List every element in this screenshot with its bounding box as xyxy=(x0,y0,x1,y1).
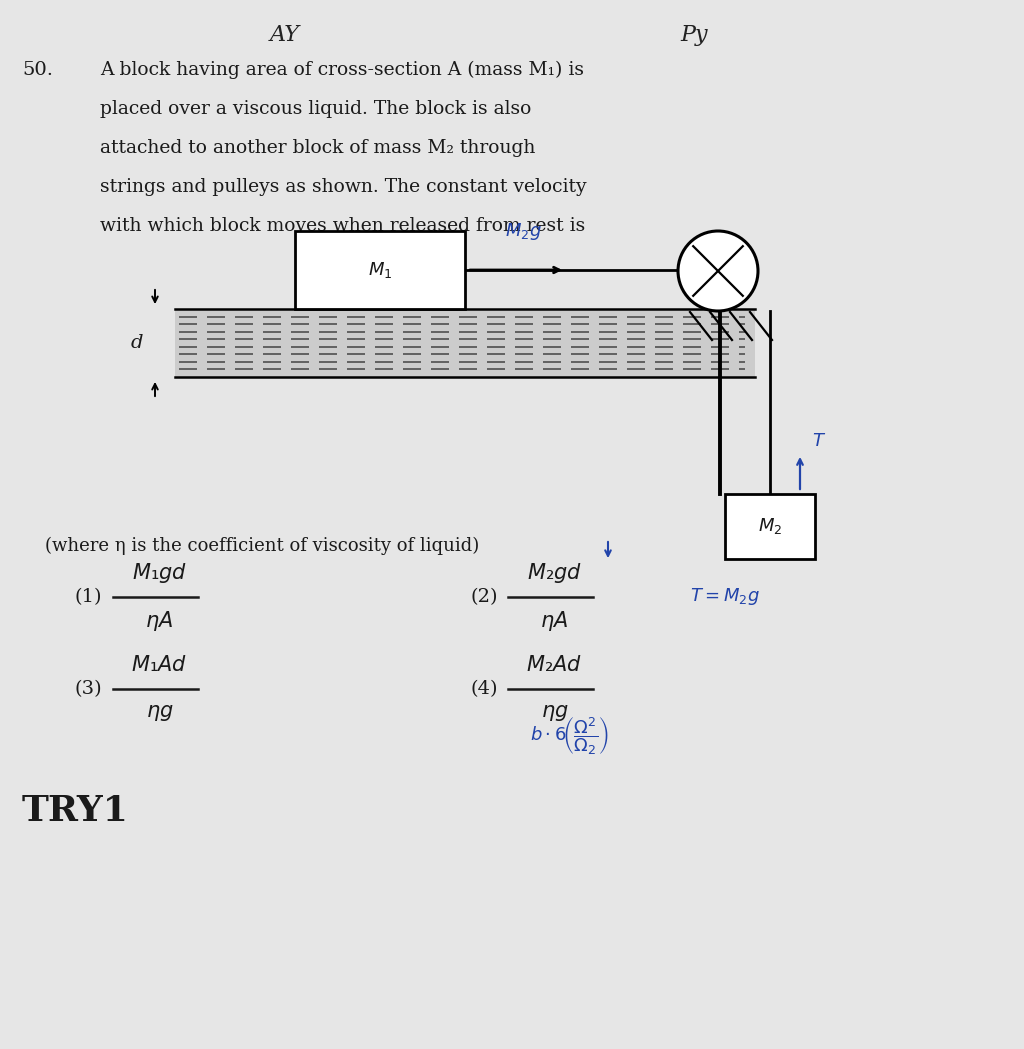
Text: $ηg$: $ηg$ xyxy=(145,703,173,723)
Text: 50.: 50. xyxy=(22,61,53,79)
Text: AY: AY xyxy=(270,24,300,46)
Text: placed over a viscous liquid. The block is also: placed over a viscous liquid. The block … xyxy=(100,100,531,117)
Bar xyxy=(175,309,755,377)
Text: (4): (4) xyxy=(470,680,498,698)
Text: $M₁Ad$: $M₁Ad$ xyxy=(131,655,187,675)
Text: (3): (3) xyxy=(75,680,102,698)
Text: (2): (2) xyxy=(470,588,498,606)
Text: with which block moves when released from rest is: with which block moves when released fro… xyxy=(100,217,586,235)
Text: (1): (1) xyxy=(75,588,102,606)
Text: TRY1: TRY1 xyxy=(22,794,129,828)
Text: $M₁gd$: $M₁gd$ xyxy=(132,561,187,585)
Text: (where η is the coefficient of viscosity of liquid): (where η is the coefficient of viscosity… xyxy=(45,537,479,555)
Text: $T$: $T$ xyxy=(812,432,826,450)
Text: attached to another block of mass M₂ through: attached to another block of mass M₂ thr… xyxy=(100,140,536,157)
Text: $M_1$: $M_1$ xyxy=(368,260,392,280)
Text: $T = M_2g$: $T = M_2g$ xyxy=(690,586,760,607)
Text: $M₂gd$: $M₂gd$ xyxy=(527,561,582,585)
Text: A block having area of cross-section A (mass M₁) is: A block having area of cross-section A (… xyxy=(100,61,584,80)
Text: $M₂Ad$: $M₂Ad$ xyxy=(526,655,583,675)
Text: $ηA$: $ηA$ xyxy=(145,609,173,633)
Text: $ηA$: $ηA$ xyxy=(541,609,568,633)
Text: $M_2$: $M_2$ xyxy=(758,516,782,536)
Text: $M_2g$: $M_2g$ xyxy=(505,221,542,242)
Text: d: d xyxy=(131,334,143,352)
Text: $ηg$: $ηg$ xyxy=(541,703,568,723)
Text: $b \cdot 6\!\left(\dfrac{\Omega^2}{\Omega_2}\right)$: $b \cdot 6\!\left(\dfrac{\Omega^2}{\Omeg… xyxy=(530,715,609,757)
Text: Py: Py xyxy=(680,24,708,46)
Bar xyxy=(295,231,465,309)
Text: strings and pulleys as shown. The constant velocity: strings and pulleys as shown. The consta… xyxy=(100,178,587,196)
Circle shape xyxy=(678,231,758,311)
Bar xyxy=(725,494,815,559)
